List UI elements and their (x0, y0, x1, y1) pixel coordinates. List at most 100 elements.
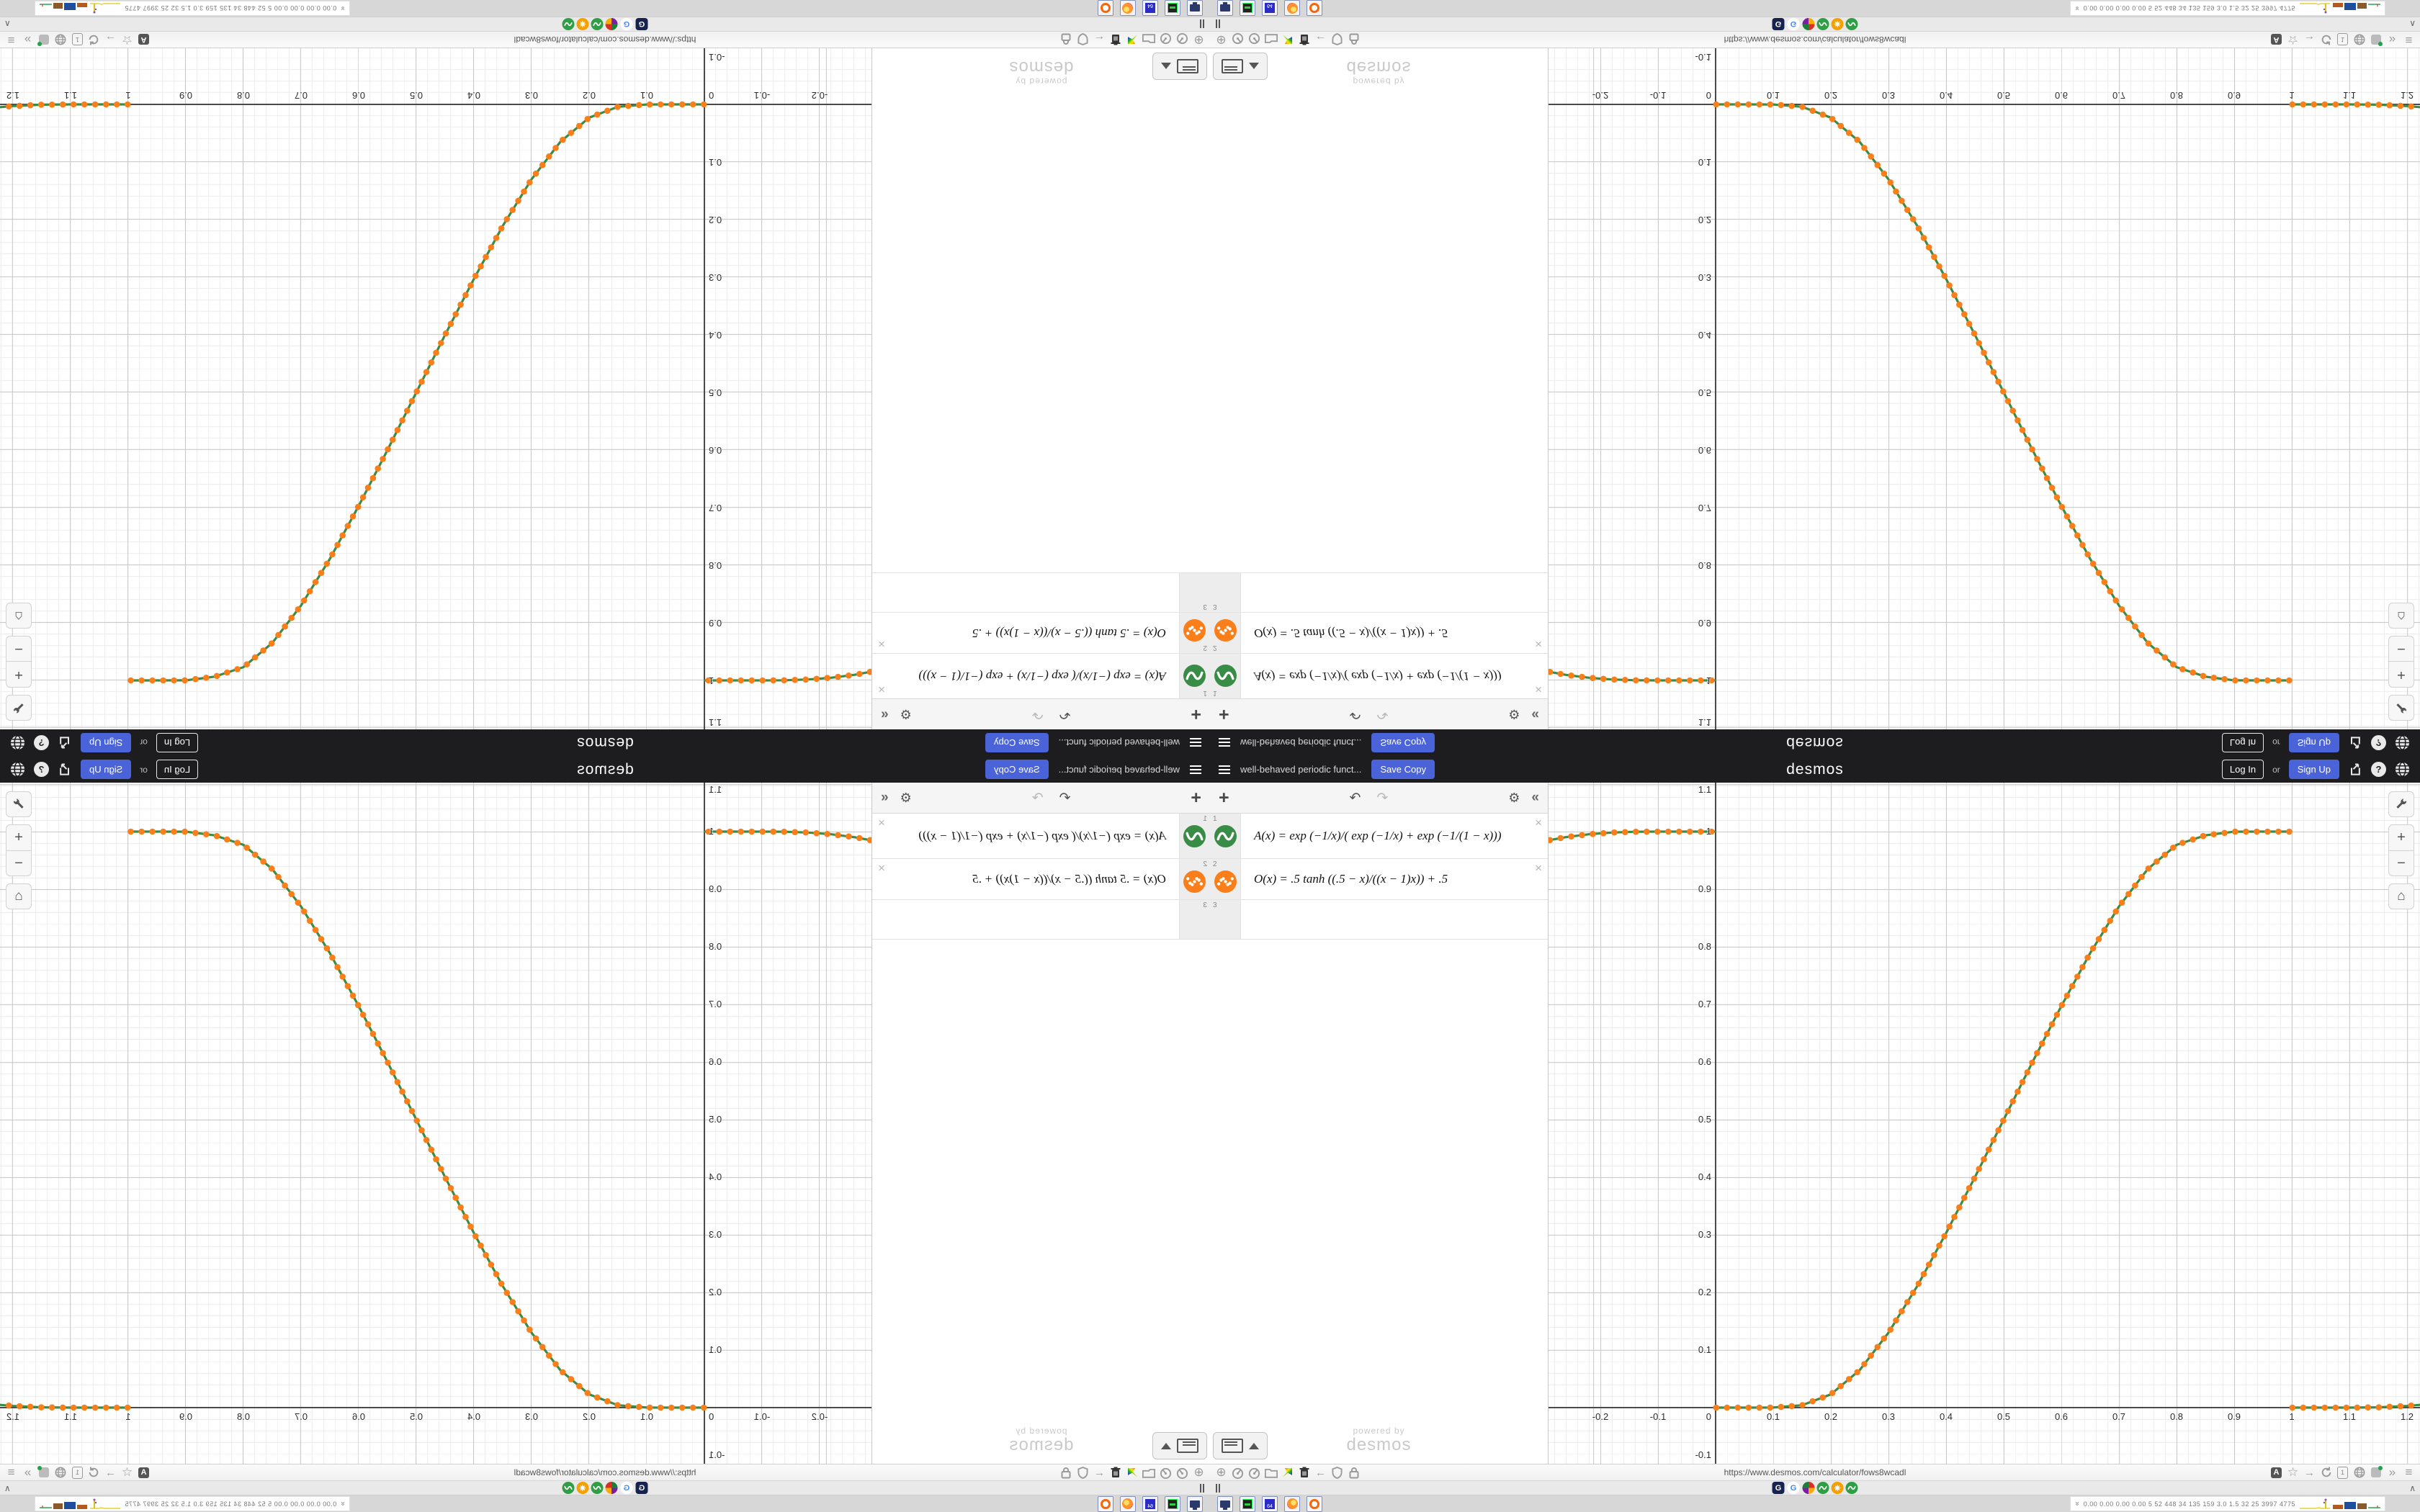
expression-latex[interactable]: A(x) = exp (−1/x)/( exp (−1/x) + exp (−1… (1254, 670, 1502, 683)
delete-expression-icon[interactable]: × (878, 637, 885, 651)
keyboard-toggle-button[interactable] (1152, 1432, 1207, 1459)
curve-style-icon[interactable] (1214, 825, 1237, 851)
save-copy-button[interactable]: Save Copy (1371, 760, 1435, 779)
floppy-64-app[interactable]: 64 (1262, 0, 1278, 17)
undo-icon[interactable]: ↶ (1349, 706, 1361, 722)
menu-icon[interactable] (1190, 765, 1201, 767)
folder-icon[interactable] (1142, 1466, 1156, 1479)
keyboard-toggle-button[interactable] (1213, 53, 1268, 80)
bin-1-icon[interactable]: 1 (2336, 33, 2349, 46)
gauge-icon[interactable] (1247, 33, 1261, 46)
gauge-icon[interactable] (1231, 33, 1245, 46)
expression-gutter[interactable]: 2 (1210, 613, 1241, 653)
arrow-left-icon[interactable]: ← (1094, 33, 1105, 46)
curve-style-icon[interactable] (1183, 616, 1206, 642)
delete-expression-icon[interactable]: × (1535, 861, 1542, 875)
favicon-desmos-wave[interactable] (1845, 18, 1858, 30)
zoom-out-button[interactable]: − (2397, 855, 2406, 871)
delete-expression-icon[interactable]: × (878, 861, 885, 875)
favicon-google-g[interactable]: G (1786, 17, 1801, 31)
globe-plus-icon[interactable]: ⊕ (1216, 33, 1227, 47)
package-app[interactable] (1240, 0, 1255, 17)
favicon-desmos-wave[interactable] (1816, 1482, 1829, 1494)
rainbow-pin-icon[interactable] (1281, 1466, 1294, 1479)
help-icon[interactable]: ? (34, 735, 49, 750)
zoom-in-button[interactable]: + (6, 825, 31, 851)
rainbow-pin-icon[interactable] (1126, 33, 1139, 46)
gauge-icon[interactable] (1175, 33, 1189, 46)
star-icon[interactable]: ☆ (121, 1465, 133, 1479)
undo-icon[interactable]: ↶ (1059, 790, 1071, 806)
graph-settings-button[interactable] (2388, 791, 2414, 817)
favicon-desmos-wave[interactable] (591, 1482, 604, 1494)
collapse-strip-icon[interactable]: ∧ (2409, 19, 2416, 30)
expression-row[interactable]: 2 O(x) = .5 tanh ((.5 − x)/((x − 1)x)) + … (872, 612, 1210, 653)
graph-canvas[interactable]: -0.2 -0.1 0 0.1 0.2 0.3 0.4 0.5 0.6 0.7 0.8 0.9 1 1.1… (1549, 48, 2420, 729)
sign-up-button[interactable]: Sign Up (81, 733, 132, 752)
package-app[interactable] (1240, 1495, 1255, 1512)
monitor-app[interactable] (1187, 1495, 1203, 1512)
zoom-in-button[interactable]: + (6, 661, 31, 687)
star-icon[interactable]: ☆ (121, 33, 133, 47)
favicon-desmos-wave[interactable] (562, 1482, 575, 1494)
menu-lines-icon[interactable]: ≡ (2405, 33, 2413, 47)
drag-handle[interactable] (1216, 1483, 1217, 1493)
expression-row[interactable]: 2 O(x) = .5 tanh ((.5 − x)/((x − 1)x)) + … (1210, 859, 1548, 900)
blender-app[interactable] (1098, 1495, 1113, 1512)
expression-latex[interactable]: O(x) = .5 tanh ((.5 − x)/((x − 1)x)) + .… (1254, 626, 1448, 640)
expression-row[interactable]: 3 (872, 900, 1210, 940)
expression-gutter[interactable]: 3 (1210, 573, 1241, 612)
expression-latex[interactable]: O(x) = .5 tanh ((.5 − x)/((x − 1)x)) + .… (972, 626, 1166, 640)
globe-icon[interactable] (10, 762, 25, 777)
trash-icon[interactable] (1109, 33, 1123, 46)
favicon-navy-g[interactable]: G (635, 18, 648, 30)
folder-icon[interactable] (1142, 33, 1156, 46)
favicon-orange-gear[interactable]: ✷ (576, 1482, 589, 1494)
url-text[interactable]: https://www.desmos.com/calculator/fows8w… (514, 1467, 696, 1477)
expression-latex[interactable]: O(x) = .5 tanh ((.5 − x)/((x − 1)x)) + .… (972, 872, 1166, 886)
menu-icon[interactable] (1219, 765, 1230, 767)
plotted-curves[interactable] (1549, 48, 2420, 729)
favicon-desmos-wave[interactable] (591, 18, 604, 30)
shield-icon[interactable] (1330, 1466, 1344, 1479)
gear-icon[interactable]: ⚙ (900, 707, 912, 722)
arrow-left-icon[interactable]: ← (1094, 1466, 1105, 1479)
zoom-in-button[interactable]: + (2389, 661, 2414, 687)
graph-canvas[interactable]: -0.2 -0.1 0 0.1 0.2 0.3 0.4 0.5 0.6 0.7 0.8 0.9 1 1.1… (0, 48, 871, 729)
firefox-app[interactable] (1284, 1495, 1300, 1512)
puzzle-icon[interactable] (2369, 1466, 2383, 1479)
trash-icon[interactable] (1297, 33, 1311, 46)
collapse-strip-icon[interactable]: ∧ (2409, 1482, 2416, 1493)
arrow-right-icon[interactable]: → (2304, 1466, 2315, 1479)
share-icon[interactable] (58, 762, 72, 777)
add-expression-button[interactable]: + (1191, 704, 1201, 725)
gauge-icon[interactable] (1159, 1466, 1173, 1479)
expression-gutter[interactable]: 1 (1179, 654, 1210, 698)
firefox-app[interactable] (1120, 0, 1136, 17)
gauge-icon[interactable] (1159, 33, 1173, 46)
bin-1-icon[interactable]: 1 (2336, 1466, 2349, 1479)
globe-icon[interactable] (10, 735, 25, 750)
expression-row[interactable]: 3 (872, 572, 1210, 612)
undo-icon[interactable]: ↶ (1349, 790, 1361, 806)
redo-icon[interactable]: ↷ (1031, 790, 1044, 806)
translate-icon[interactable]: A (137, 1466, 151, 1479)
curve-style-icon[interactable] (1183, 825, 1206, 851)
sign-up-button[interactable]: Sign Up (2288, 733, 2339, 752)
url-text[interactable]: https://www.desmos.com/calculator/fows8w… (1724, 35, 1906, 45)
keyboard-toggle-button[interactable] (1213, 1432, 1268, 1459)
delete-expression-icon[interactable]: × (1535, 683, 1542, 696)
menu-icon[interactable] (1190, 745, 1201, 747)
default-view-button[interactable]: ⌂ (2388, 883, 2414, 909)
chevrons-right-icon[interactable]: » (24, 1465, 32, 1479)
expression-gutter[interactable]: 2 (1179, 613, 1210, 653)
graph-canvas[interactable]: -0.2 -0.1 0 0.1 0.2 0.3 0.4 0.5 0.6 0.7 0.8 0.9 1 1.1… (1549, 783, 2420, 1464)
expression-latex[interactable]: A(x) = exp (−1/x)/( exp (−1/x) + exp (−1… (1254, 829, 1502, 842)
gear-icon[interactable]: ⚙ (1508, 790, 1520, 805)
chevrons-right-icon[interactable]: » (2388, 33, 2396, 47)
favicon-desmos-wave[interactable] (1816, 18, 1829, 30)
menu-lines-icon[interactable]: ≡ (7, 33, 15, 47)
log-in-button[interactable]: Log In (156, 733, 199, 752)
help-icon[interactable]: ? (2371, 762, 2386, 777)
rainbow-pin-icon[interactable] (1281, 33, 1294, 46)
